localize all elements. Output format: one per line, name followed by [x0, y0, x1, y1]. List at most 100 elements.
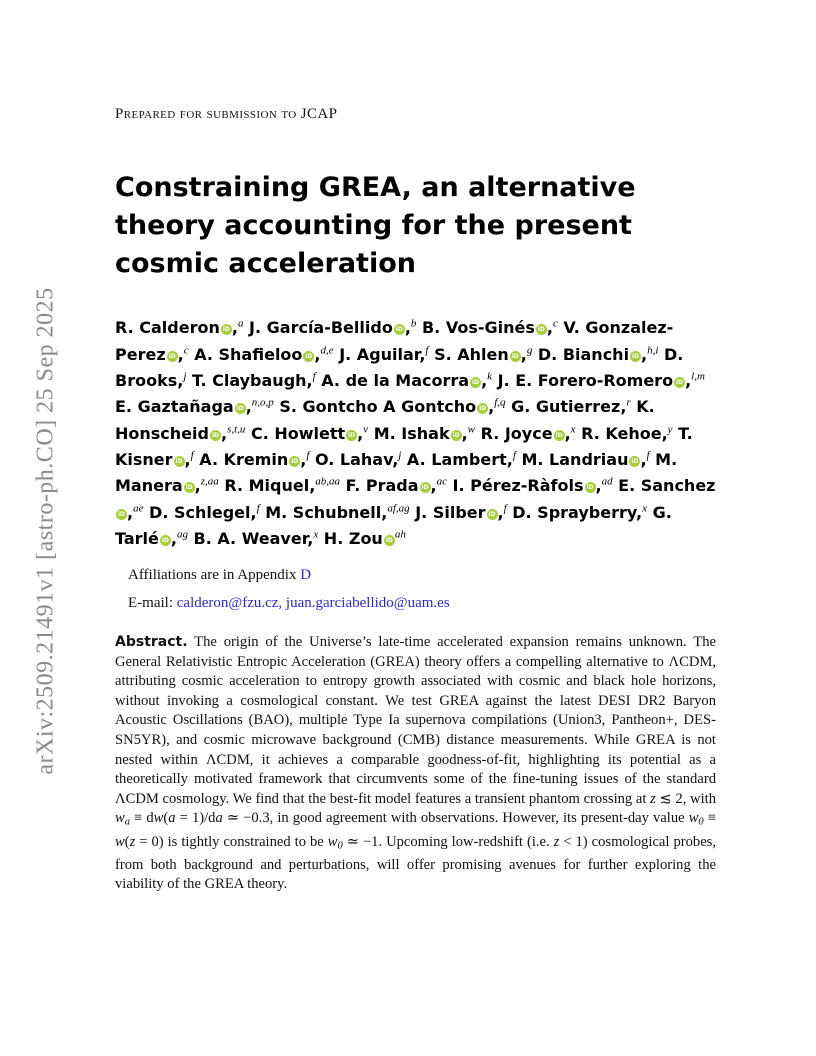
affiliation-superscript: f,q: [494, 396, 506, 409]
affiliation-superscript: f: [512, 449, 516, 462]
affiliations-note-text: Affiliations are in Appendix: [128, 566, 301, 583]
email-link-2[interactable]: juan.garciabellido@uam.es: [285, 594, 450, 611]
author: D. Sprayberry,x: [512, 502, 648, 522]
appendix-d-link[interactable]: D: [300, 566, 312, 583]
author: A. Shafieloo iD ,d,e: [194, 344, 334, 364]
affiliation-superscript: n,o,p: [251, 396, 274, 409]
author-name: B. A. Weaver: [193, 528, 308, 548]
affiliation-superscript: ab,aa: [315, 475, 341, 488]
author: A. Lambert,f: [406, 449, 516, 469]
orcid-icon[interactable]: iD: [629, 455, 641, 467]
author: F. Prada iD ,ac: [345, 475, 447, 496]
affiliation-superscript: f: [503, 502, 507, 515]
affiliation-superscript: c: [183, 344, 189, 357]
author: S. Ahlen iD ,g: [434, 344, 533, 364]
author-name: M. Landriau: [521, 449, 629, 469]
orcid-icon[interactable]: iD: [470, 376, 482, 388]
author: M. Schubnell,af,ag: [265, 502, 410, 522]
abstract: Abstract. The origin of the Universe’s l…: [115, 633, 716, 895]
author: I. Pérez-Ràfols iD ,ad: [452, 475, 613, 496]
affiliation-superscript: f: [425, 344, 429, 357]
author-name: A. Kremin: [199, 449, 289, 469]
author: T. Claybaugh,f: [191, 370, 316, 390]
orcid-icon[interactable]: iD: [674, 376, 686, 388]
orcid-icon[interactable]: iD: [553, 429, 565, 441]
orcid-icon[interactable]: iD: [393, 324, 405, 336]
author: A. Kremin iD ,f: [199, 449, 310, 469]
orcid-icon[interactable]: iD: [346, 429, 358, 441]
affiliation-superscript: a: [237, 318, 244, 330]
affiliation-superscript: af,ag: [387, 502, 410, 515]
orcid-icon[interactable]: iD: [450, 429, 462, 441]
author-name: J. Aguilar: [339, 344, 420, 364]
orcid-icon[interactable]: iD: [535, 324, 547, 336]
email-link-1[interactable]: calderon@fzu.cz: [176, 594, 279, 611]
orcid-icon[interactable]: iD: [584, 482, 596, 494]
email-separator: ,: [278, 594, 286, 611]
orcid-icon[interactable]: iD: [166, 350, 178, 362]
author: R. Miquel,ab,aa: [224, 475, 341, 496]
author: K. Honscheid iD ,s,t,u: [115, 397, 655, 443]
affiliation-superscript: ad: [601, 475, 613, 488]
orcid-icon[interactable]: iD: [289, 455, 301, 467]
affiliation-superscript: ac: [436, 475, 447, 488]
author-name: K. Honscheid: [115, 397, 655, 443]
page-content: Prepared for submission to JCAP Constrai…: [115, 0, 716, 910]
author: M. Ishak iD ,w: [373, 423, 475, 443]
orcid-icon[interactable]: iD: [486, 508, 498, 520]
author-name: R. Joyce: [480, 423, 553, 443]
orcid-icon[interactable]: iD: [116, 508, 127, 520]
orcid-icon[interactable]: iD: [630, 350, 642, 362]
author: A. de la Macorra iD ,k: [321, 370, 493, 390]
affiliation-superscript: ag: [176, 528, 188, 541]
author-name: D. Schlegel: [149, 502, 251, 522]
author: S. Gontcho A Gontcho iD ,f,q: [279, 396, 506, 417]
author: B. Vos-Ginés iD ,c: [421, 318, 558, 338]
author: R. Calderon iD ,a: [115, 318, 244, 338]
author: R. Kehoe,y: [581, 423, 673, 443]
author-name: R. Calderon: [115, 318, 220, 338]
affiliation-superscript: r: [626, 396, 631, 409]
orcid-icon[interactable]: iD: [303, 350, 315, 362]
orcid-icon[interactable]: iD: [477, 403, 489, 415]
affiliation-superscript: ae: [133, 502, 144, 515]
affiliation-superscript: f: [646, 449, 650, 462]
orcid-icon[interactable]: iD: [419, 482, 431, 494]
affiliation-superscript: z,aa: [200, 475, 219, 488]
orcid-icon[interactable]: iD: [220, 324, 232, 336]
author-name: G. Gutierrez: [511, 397, 621, 417]
author: M. Landriau iD ,f: [521, 449, 650, 469]
author-name: A. Shafieloo: [194, 344, 303, 364]
author-name: M. Schubnell: [265, 502, 382, 522]
author-name: A. de la Macorra: [321, 370, 470, 390]
affiliation-superscript: c: [552, 318, 558, 330]
affiliation-superscript: k: [487, 370, 493, 383]
affiliation-superscript: v: [363, 423, 369, 436]
orcid-icon[interactable]: iD: [509, 350, 521, 362]
author-name: S. Ahlen: [434, 344, 509, 364]
affiliation-superscript: b: [410, 318, 417, 330]
orcid-icon[interactable]: iD: [173, 455, 185, 467]
author: H. Zou iD ah: [324, 529, 406, 548]
author: J. Aguilar,f: [339, 344, 429, 364]
affiliation-superscript: ah: [394, 528, 406, 541]
orcid-icon[interactable]: iD: [159, 534, 171, 546]
affiliation-superscript: j: [398, 449, 402, 462]
author: T. Kisner iD ,f: [115, 423, 693, 469]
author: V. Gonzalez-Perez iD ,c: [115, 318, 674, 364]
orcid-icon[interactable]: iD: [234, 403, 246, 415]
author: D. Bianchi iD ,h,i: [537, 344, 659, 364]
abstract-text: The origin of the Universe’s late-time a…: [115, 633, 716, 893]
author-name: M. Manera: [115, 449, 678, 496]
orcid-icon[interactable]: iD: [183, 482, 195, 494]
orcid-icon[interactable]: iD: [209, 429, 221, 441]
affiliation-superscript: f: [312, 370, 316, 383]
author: R. Joyce iD ,x: [480, 423, 576, 443]
author-name: V. Gonzalez-Perez: [115, 318, 674, 364]
paper-title: Constraining GREA, an alternative theory…: [115, 172, 636, 279]
arxiv-watermark: arXiv:2509.21491v1 [astro-ph.CO] 25 Sep …: [32, 287, 59, 775]
affiliations-note: Affiliations are in Appendix D: [115, 567, 716, 584]
author: C. Howlett iD ,v: [250, 423, 369, 443]
orcid-icon[interactable]: iD: [383, 534, 395, 546]
author: E. Gaztañaga iD ,n,o,p: [115, 396, 274, 417]
